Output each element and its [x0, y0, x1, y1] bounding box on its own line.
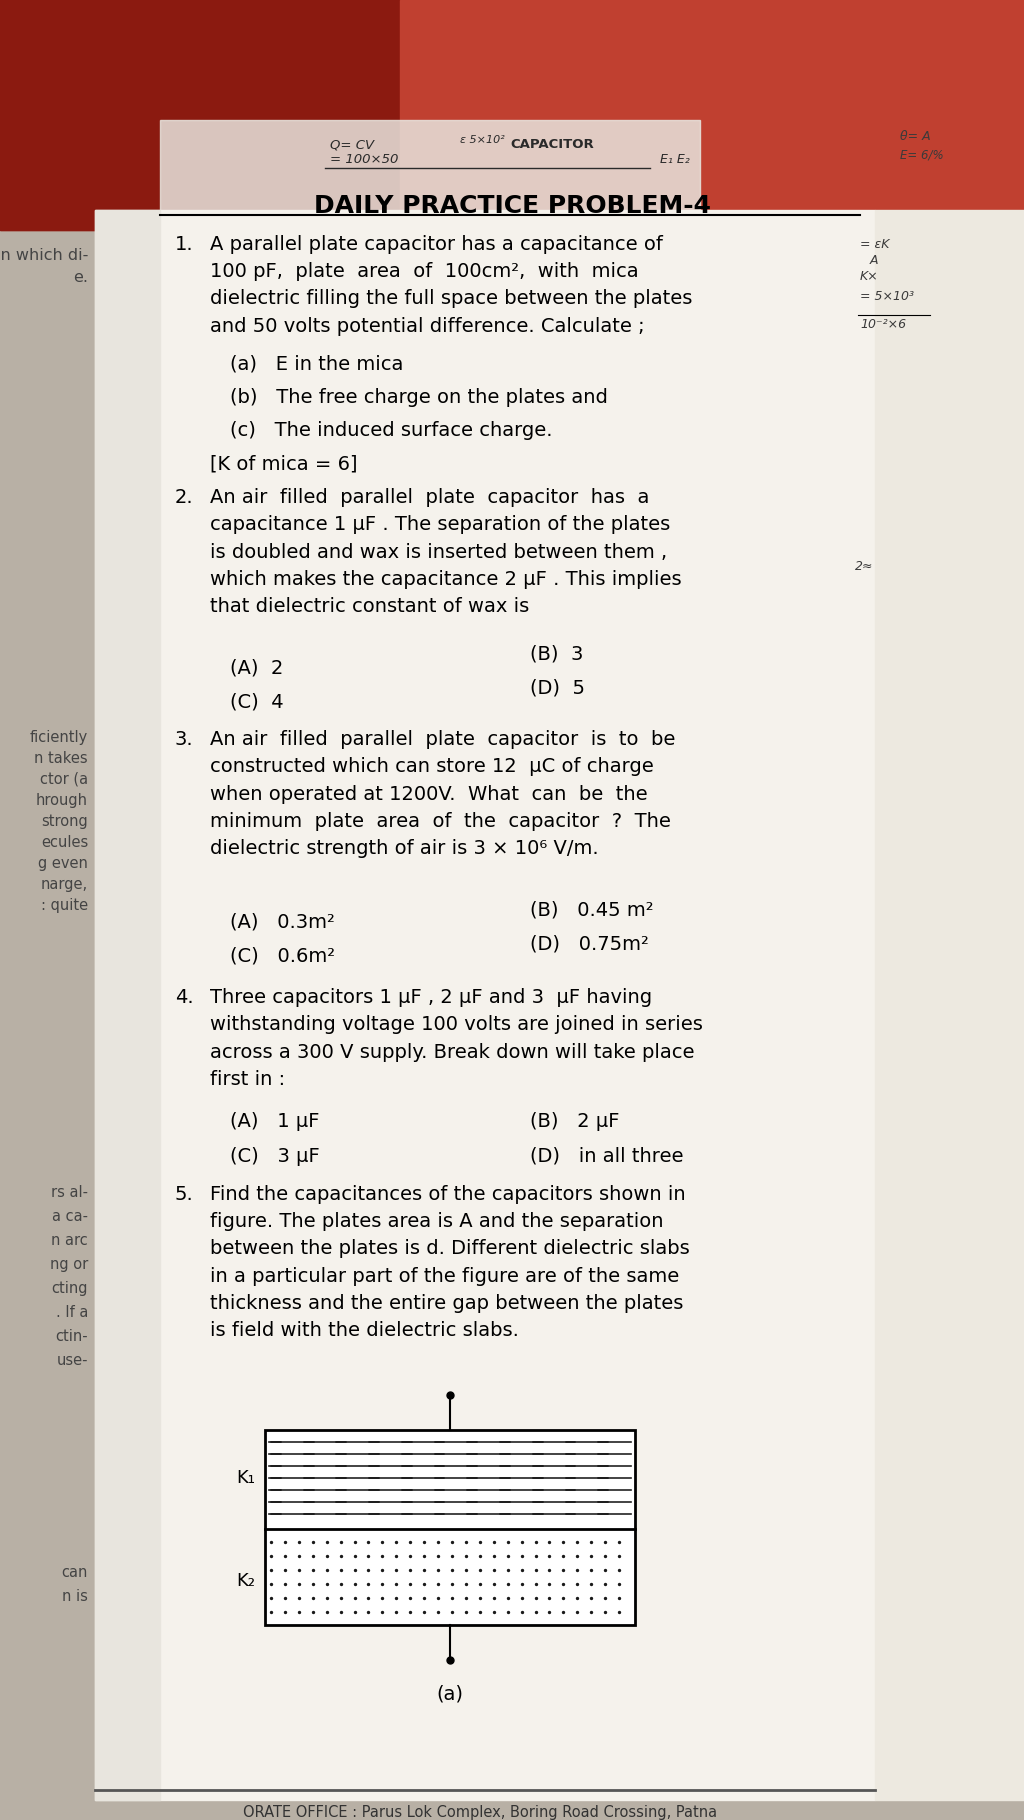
Text: n takes: n takes	[35, 752, 88, 766]
Text: a ca-: a ca-	[52, 1208, 88, 1225]
Bar	[95, 209, 874, 1800]
Text: Three capacitors 1 μF , 2 μF and 3  μF having
withstanding voltage 100 volts are: Three capacitors 1 μF , 2 μF and 3 μF ha…	[210, 988, 702, 1088]
Text: e.: e.	[73, 269, 88, 286]
Text: narge,: narge,	[41, 877, 88, 892]
Text: n arc: n arc	[51, 1232, 88, 1249]
Text: θ= A: θ= A	[900, 129, 931, 144]
Bar	[874, 209, 1024, 1800]
Text: (C)   0.6m²: (C) 0.6m²	[230, 946, 335, 966]
Text: = 100×50: = 100×50	[330, 153, 398, 166]
Text: (a)   E in the mica: (a) E in the mica	[230, 355, 403, 373]
Text: 4.: 4.	[175, 988, 194, 1006]
Text: (C)  4: (C) 4	[230, 692, 284, 712]
Text: ficiently: ficiently	[30, 730, 88, 744]
Text: An air  filled  parallel  plate  capacitor  has  a
capacitance 1 μF . The separa: An air filled parallel plate capacitor h…	[210, 488, 682, 615]
Text: 1.: 1.	[175, 235, 194, 255]
Text: = εK: = εK	[860, 238, 890, 251]
Text: (B)   2 μF: (B) 2 μF	[530, 1112, 620, 1130]
Text: (c)   The induced surface charge.: (c) The induced surface charge.	[230, 420, 553, 440]
Text: (C)   3 μF: (C) 3 μF	[230, 1147, 319, 1167]
Text: in which di-: in which di-	[0, 248, 88, 264]
Text: 5.: 5.	[175, 1185, 194, 1205]
Text: [K of mica = 6]: [K of mica = 6]	[210, 455, 357, 473]
Text: n is: n is	[62, 1589, 88, 1603]
Text: 3.: 3.	[175, 730, 194, 750]
Bar	[160, 120, 700, 229]
Text: 10⁻²×6: 10⁻²×6	[860, 318, 906, 331]
Text: hrough: hrough	[36, 794, 88, 808]
Text: (A)   1 μF: (A) 1 μF	[230, 1112, 319, 1130]
Text: DAILY PRACTICE PROBLEM-4: DAILY PRACTICE PROBLEM-4	[313, 195, 711, 218]
Text: ng or: ng or	[50, 1258, 88, 1272]
Text: 2≈: 2≈	[855, 561, 873, 573]
Text: (A)  2: (A) 2	[230, 659, 284, 677]
Text: 2.: 2.	[175, 488, 194, 508]
Text: (a): (a)	[436, 1685, 464, 1704]
Bar	[400, 0, 1024, 229]
Text: (B)  3: (B) 3	[530, 644, 584, 664]
Text: use-: use-	[56, 1352, 88, 1369]
Text: E= 6/%: E= 6/%	[900, 147, 944, 160]
Bar	[265, 1431, 635, 1625]
Text: (D)  5: (D) 5	[530, 679, 585, 699]
Bar	[0, 0, 400, 229]
Text: Find the capacitances of the capacitors shown in
figure. The plates area is A an: Find the capacitances of the capacitors …	[210, 1185, 690, 1340]
Text: cting: cting	[51, 1281, 88, 1296]
Bar	[95, 209, 160, 1800]
Text: (D)   in all three: (D) in all three	[530, 1147, 683, 1167]
Text: = 5×10³: = 5×10³	[860, 289, 914, 302]
Text: E₁ E₂: E₁ E₂	[660, 153, 690, 166]
Text: An air  filled  parallel  plate  capacitor  is  to  be
constructed which can sto: An air filled parallel plate capacitor i…	[210, 730, 676, 857]
Text: K₂: K₂	[236, 1572, 255, 1591]
Text: rs al-: rs al-	[51, 1185, 88, 1199]
Text: Q= CV: Q= CV	[330, 138, 374, 151]
Text: g even: g even	[38, 855, 88, 872]
Text: (D)   0.75m²: (D) 0.75m²	[530, 935, 649, 954]
Text: : quite: : quite	[41, 897, 88, 914]
Text: ctin-: ctin-	[55, 1329, 88, 1343]
Text: K×: K×	[860, 269, 879, 282]
Text: A parallel plate capacitor has a capacitance of
100 pF,  plate  area  of  100cm²: A parallel plate capacitor has a capacit…	[210, 235, 692, 335]
Text: (A)   0.3m²: (A) 0.3m²	[230, 912, 335, 932]
Text: strong: strong	[41, 814, 88, 828]
Bar	[0, 0, 1024, 229]
Text: CAPACITOR: CAPACITOR	[510, 138, 594, 151]
Text: K₁: K₁	[236, 1469, 255, 1487]
Text: . If a: . If a	[55, 1305, 88, 1320]
Text: ORATE OFFICE : Parus Lok Complex, Boring Road Crossing, Patna: ORATE OFFICE : Parus Lok Complex, Boring…	[243, 1805, 717, 1820]
Text: can: can	[61, 1565, 88, 1580]
Text: A: A	[870, 255, 879, 268]
Text: ecules: ecules	[41, 835, 88, 850]
Text: (B)   0.45 m²: (B) 0.45 m²	[530, 901, 653, 919]
Text: ctor (a: ctor (a	[40, 772, 88, 786]
Text: (b)   The free charge on the plates and: (b) The free charge on the plates and	[230, 388, 608, 408]
Text: ε 5×10²: ε 5×10²	[460, 135, 505, 146]
